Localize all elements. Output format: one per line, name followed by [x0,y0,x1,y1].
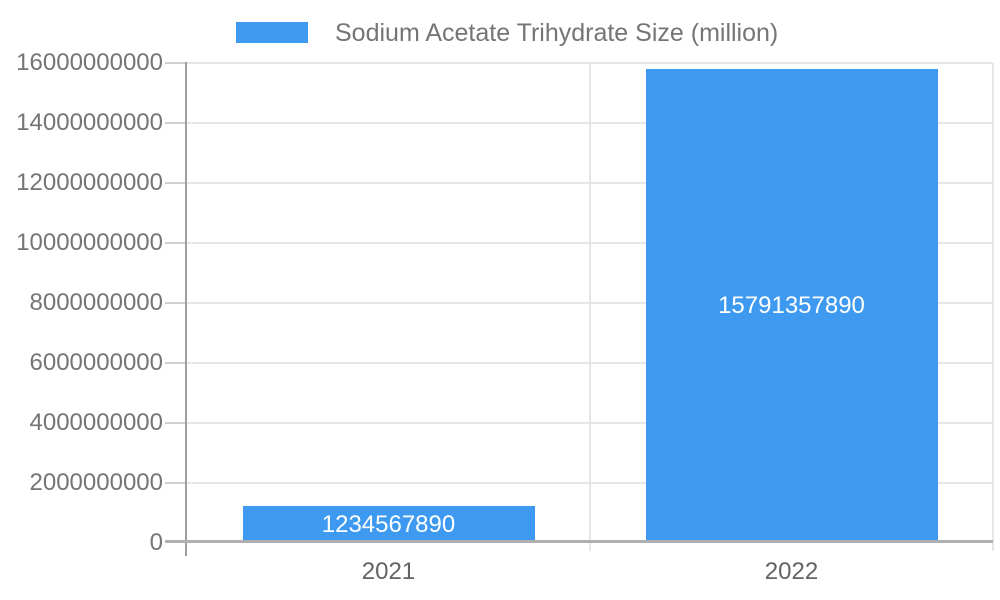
x-axis-tick-label: 2021 [361,558,416,585]
y-axis-tick-label: 0 [149,529,163,556]
v-gridline [992,63,994,551]
legend-swatch [236,22,308,43]
y-axis-tick-label: 2000000000 [29,469,163,496]
y-axis-tick-mark [165,482,185,484]
y-axis-line [185,62,187,556]
y-axis-tick-mark [165,62,185,64]
y-axis-tick-label: 12000000000 [16,169,163,196]
legend-label: Sodium Acetate Trihydrate Size (million) [335,19,779,47]
y-axis-tick-label: 10000000000 [16,229,163,256]
x-axis-tick-label: 2022 [764,558,819,585]
y-axis-tick-label: 14000000000 [16,109,163,136]
y-axis-tick-mark [165,422,185,424]
y-axis-tick-label: 16000000000 [16,49,163,76]
y-axis-tick-mark [165,242,185,244]
v-gridline [589,63,591,551]
bar-2021[interactable] [242,506,535,543]
y-axis-tick-label: 6000000000 [29,349,163,376]
y-axis-tick-mark [165,182,185,184]
y-axis-tick-mark [165,122,185,124]
y-axis-tick-label: 8000000000 [29,289,163,316]
y-axis-tick-mark [165,362,185,364]
y-axis-tick-label: 4000000000 [29,409,163,436]
chart-legend[interactable]: Sodium Acetate Trihydrate Size (million) [236,19,778,47]
bar-value-label: 1234567890 [321,510,456,538]
bar-2022[interactable] [645,69,938,543]
x-axis-line [165,540,993,543]
y-axis-tick-mark [165,302,185,304]
bar-value-label: 15791357890 [718,292,865,319]
